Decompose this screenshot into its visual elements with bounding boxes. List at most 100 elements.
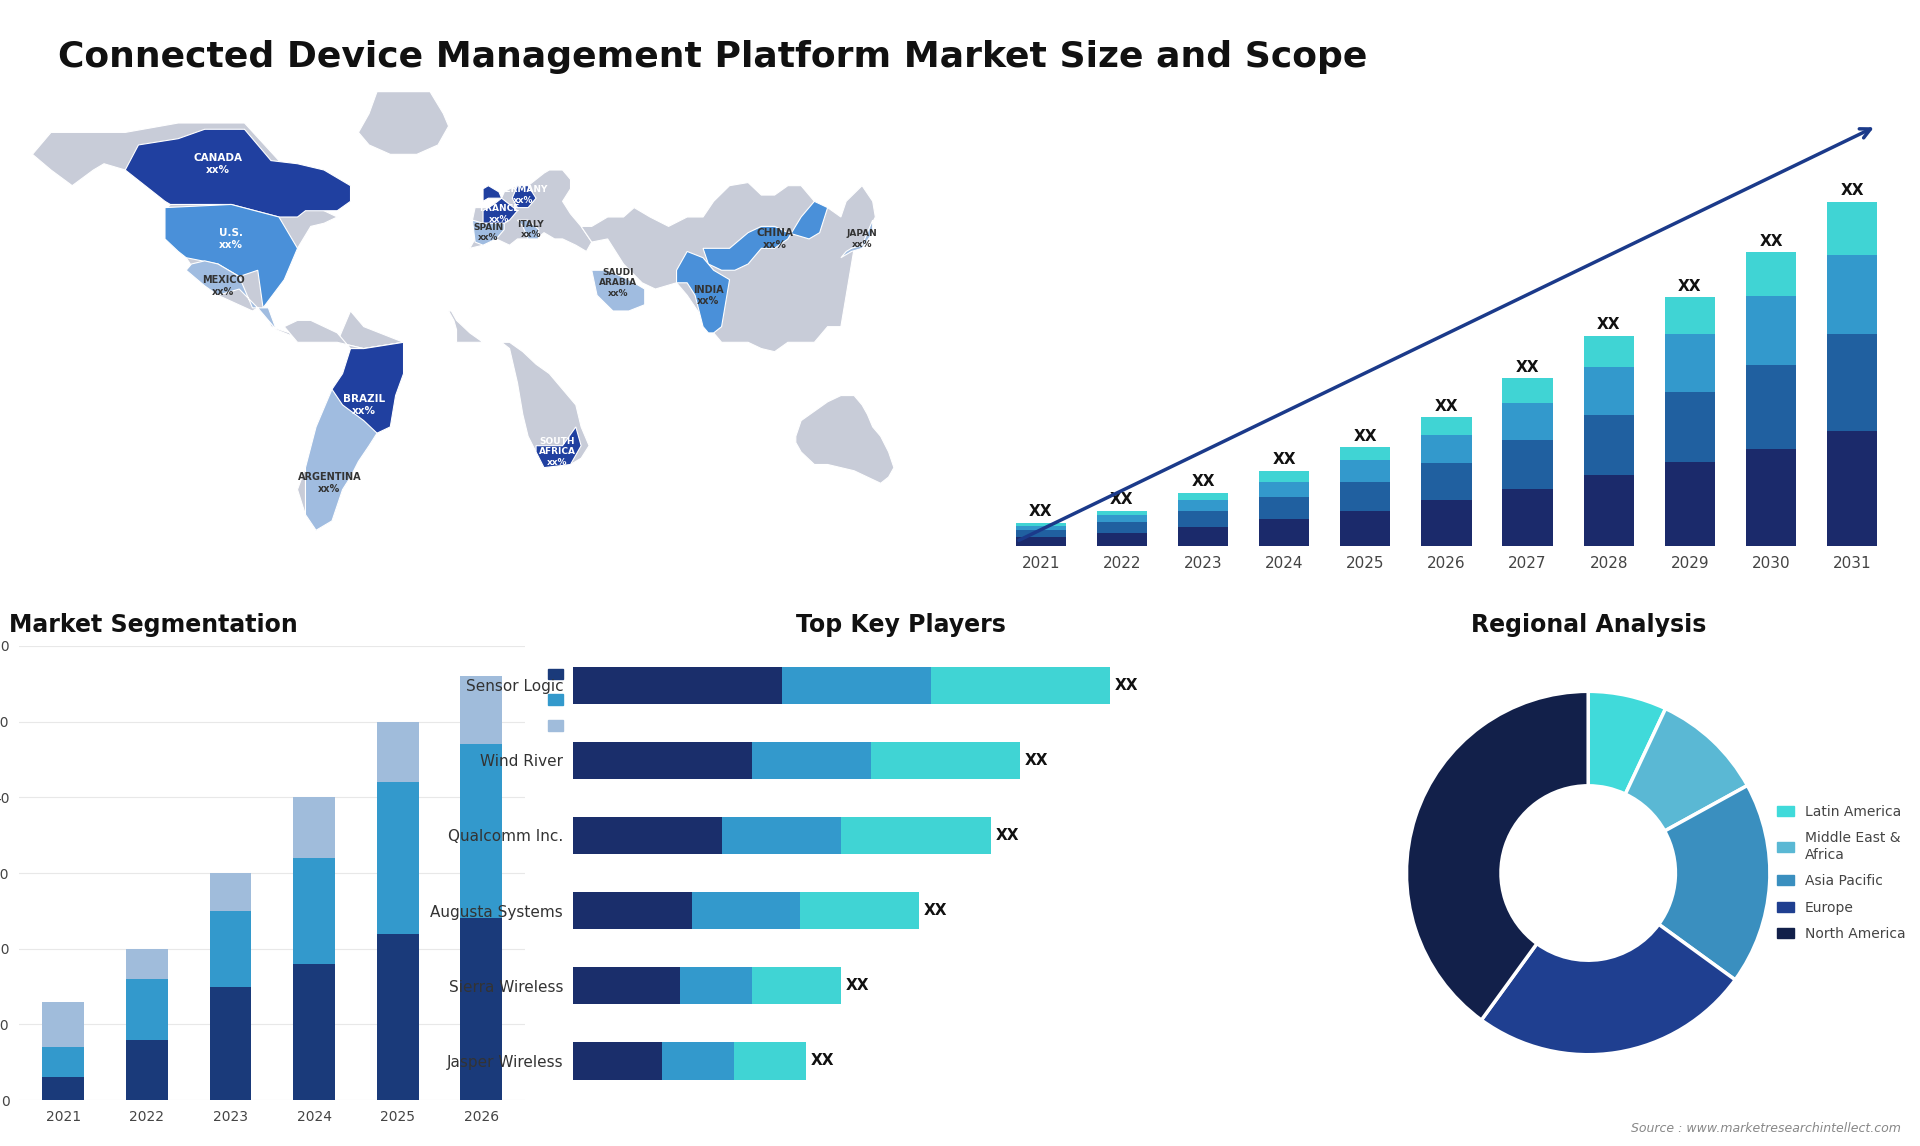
Text: XX: XX <box>1029 504 1052 519</box>
Polygon shape <box>484 186 501 202</box>
Text: U.S.
xx%: U.S. xx% <box>219 228 244 250</box>
Title: Regional Analysis: Regional Analysis <box>1471 613 1705 637</box>
Legend: Type, Application, Geography: Type, Application, Geography <box>543 662 664 738</box>
Text: XX: XX <box>1354 429 1377 444</box>
Polygon shape <box>484 198 518 223</box>
Text: JAPAN
xx%: JAPAN xx% <box>847 229 877 249</box>
Wedge shape <box>1588 691 1665 794</box>
Text: XX: XX <box>1597 317 1620 332</box>
Polygon shape <box>33 123 403 348</box>
Text: XX: XX <box>1841 183 1864 198</box>
Bar <box>209 873 252 911</box>
Polygon shape <box>841 220 874 258</box>
Bar <box>1745 252 1795 296</box>
Polygon shape <box>125 129 351 217</box>
Bar <box>1828 254 1878 335</box>
Bar <box>1665 462 1715 545</box>
Bar <box>1260 471 1309 481</box>
Bar <box>1177 526 1229 545</box>
Bar <box>841 817 991 854</box>
Polygon shape <box>449 311 589 468</box>
Polygon shape <box>676 251 730 333</box>
Bar <box>1016 531 1066 537</box>
Text: SAUDI
ARABIA
xx%: SAUDI ARABIA xx% <box>599 268 637 298</box>
Bar <box>680 967 753 1004</box>
Bar <box>1340 447 1390 461</box>
Bar <box>1260 519 1309 545</box>
Bar <box>127 949 167 979</box>
Bar <box>572 741 753 779</box>
Bar <box>461 676 503 744</box>
Bar <box>1584 336 1634 367</box>
Bar <box>376 722 419 783</box>
Bar <box>1828 431 1878 545</box>
Text: U.K.
xx%: U.K. xx% <box>478 166 499 186</box>
Polygon shape <box>536 427 582 468</box>
Bar <box>722 817 841 854</box>
Text: XX: XX <box>1434 399 1457 414</box>
Polygon shape <box>305 343 403 531</box>
Bar <box>209 911 252 987</box>
Bar <box>1340 511 1390 545</box>
Polygon shape <box>513 186 536 207</box>
Text: INDIA
xx%: INDIA xx% <box>693 284 724 306</box>
Polygon shape <box>359 92 449 155</box>
Bar <box>1828 335 1878 431</box>
Bar <box>781 667 931 704</box>
Bar <box>572 1042 662 1080</box>
Bar <box>753 967 841 1004</box>
Text: Market Segmentation: Market Segmentation <box>10 613 298 637</box>
Text: Source : www.marketresearchintellect.com: Source : www.marketresearchintellect.com <box>1630 1122 1901 1135</box>
Bar <box>1745 296 1795 366</box>
Bar <box>1260 497 1309 519</box>
Polygon shape <box>186 261 276 330</box>
Polygon shape <box>284 321 403 531</box>
Legend: Latin America, Middle East &
Africa, Asia Pacific, Europe, North America: Latin America, Middle East & Africa, Asi… <box>1776 804 1905 941</box>
Text: XX: XX <box>1025 753 1048 768</box>
Bar <box>572 892 693 929</box>
Bar <box>1584 415 1634 476</box>
Text: Connected Device Management Platform Market Size and Scope: Connected Device Management Platform Mar… <box>58 40 1367 74</box>
Bar <box>1421 434 1471 463</box>
Bar <box>294 964 334 1100</box>
Bar <box>1016 523 1066 526</box>
Text: XX: XX <box>995 827 1020 843</box>
Bar <box>1260 481 1309 497</box>
Bar <box>1745 449 1795 545</box>
Bar <box>1177 493 1229 500</box>
Bar <box>376 783 419 934</box>
Bar <box>572 667 781 704</box>
Bar <box>1665 335 1715 392</box>
Bar <box>931 667 1110 704</box>
Wedge shape <box>1659 785 1770 980</box>
Text: SPAIN
xx%: SPAIN xx% <box>472 223 503 242</box>
Polygon shape <box>591 270 645 311</box>
Bar <box>1340 461 1390 482</box>
Text: XX: XX <box>810 1053 833 1068</box>
Bar <box>1421 417 1471 434</box>
Polygon shape <box>470 170 591 251</box>
Polygon shape <box>165 204 298 308</box>
Bar <box>1421 500 1471 545</box>
Bar <box>1665 392 1715 462</box>
Title: Top Key Players: Top Key Players <box>795 613 1006 637</box>
Bar <box>42 1077 84 1100</box>
Text: GERMANY
xx%: GERMANY xx% <box>497 186 547 205</box>
Bar <box>872 741 1020 779</box>
Polygon shape <box>518 220 540 238</box>
Bar <box>127 979 167 1039</box>
Polygon shape <box>795 395 895 484</box>
Bar <box>1340 482 1390 511</box>
Bar <box>1503 403 1553 440</box>
Bar <box>1177 511 1229 526</box>
Text: BRAZIL
xx%: BRAZIL xx% <box>342 394 384 416</box>
Text: XX: XX <box>847 979 870 994</box>
Text: CHINA
xx%: CHINA xx% <box>756 228 793 250</box>
Bar <box>1421 463 1471 500</box>
Bar <box>1745 366 1795 449</box>
Bar <box>572 817 722 854</box>
Bar <box>1096 533 1146 545</box>
Bar <box>1503 488 1553 545</box>
Bar <box>42 1047 84 1077</box>
Bar <box>1096 523 1146 533</box>
